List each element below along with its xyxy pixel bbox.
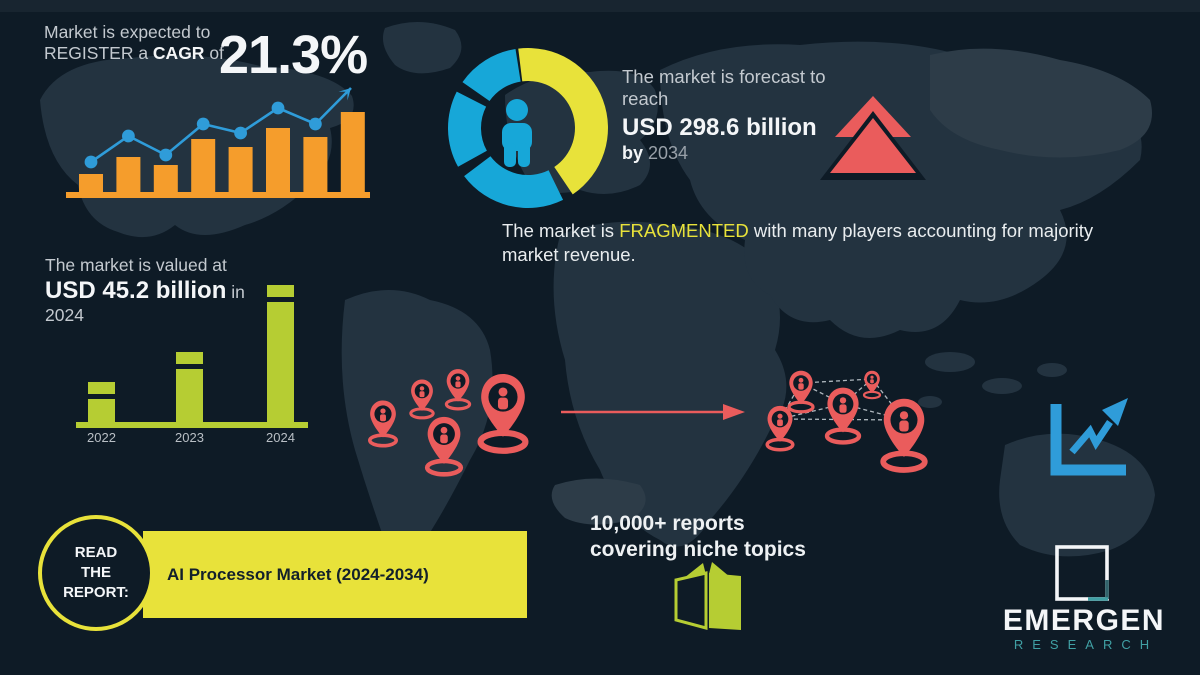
- emergen-logo-mark: [1055, 545, 1109, 601]
- valuation-caption: The market is valued at USD 45.2 billion…: [45, 255, 245, 326]
- reports-count: 10,000+ reports: [590, 512, 745, 535]
- forecast-by-year: by 2034: [622, 143, 689, 163]
- cagr-caption-line1: Market is expected to: [44, 22, 211, 42]
- svg-text:2022: 2022: [87, 430, 116, 445]
- valuation-year: 2024: [45, 305, 84, 325]
- person-icon: [502, 99, 532, 167]
- consolidation-arrow: [561, 404, 745, 420]
- cagr-value: 21.3%: [219, 25, 368, 85]
- svg-text:2024: 2024: [266, 430, 295, 445]
- map-highlight-patches: [551, 48, 1152, 525]
- valuation-value-line: USD 45.2 billion in: [45, 277, 245, 304]
- reports-count-caption: 10,000+ reports covering niche topics: [590, 511, 806, 563]
- scattered-players-pin-cluster: [367, 367, 555, 480]
- read-report-button[interactable]: READ THE REPORT:: [38, 515, 154, 631]
- donut-segments: [448, 48, 608, 208]
- growth-chart-icon: [1050, 398, 1128, 476]
- report-banner[interactable]: AI Processor Market (2024-2034): [143, 531, 527, 618]
- svg-text:2023: 2023: [175, 430, 204, 445]
- forecast-line2: reach: [622, 88, 669, 109]
- valuation-value: USD 45.2 billion: [45, 277, 227, 304]
- logo-name: EMERGEN: [1002, 604, 1166, 637]
- fragmented-statement: The market is FRAGMENTED with many playe…: [502, 220, 1094, 265]
- cagr-trend-chart: [66, 87, 370, 198]
- valuation-line1: The market is valued at: [45, 255, 227, 275]
- logo-subtitle: RESEARCH: [1013, 637, 1159, 652]
- report-title: AI Processor Market (2024-2034): [167, 564, 429, 584]
- forecast-line1: The market is forecast to: [622, 66, 826, 87]
- fragmented-highlight: FRAGMENTED: [619, 220, 749, 241]
- cagr-caption-line2: REGISTER a CAGR of: [44, 43, 224, 63]
- valuation-bar-chart: 2022 2023 2024: [76, 285, 308, 445]
- market-share-donut-chart: [448, 48, 608, 208]
- reports-topics: covering niche topics: [590, 538, 806, 561]
- cagr-caption: Market is expected to REGISTER a CAGR of: [44, 22, 224, 64]
- forecast-value: USD 298.6 billion: [622, 114, 817, 141]
- forecast-caption: The market is forecast to reach USD 298.…: [622, 66, 826, 164]
- double-triangle-up-arrow-icon: [820, 96, 926, 180]
- networked-players-pin-cluster: [765, 369, 952, 480]
- continent-silhouettes: [40, 21, 1155, 564]
- open-book-icon: [674, 562, 741, 630]
